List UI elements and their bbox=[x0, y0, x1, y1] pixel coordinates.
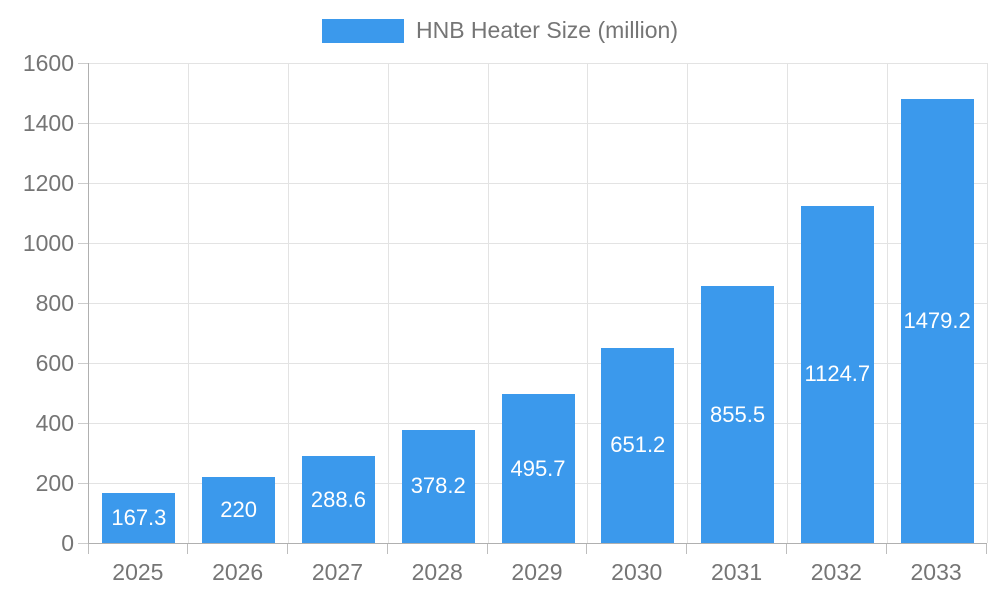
gridline-vertical bbox=[288, 63, 290, 543]
x-axis-label: 2032 bbox=[810, 559, 862, 585]
bar-value-label: 1124.7 bbox=[804, 361, 871, 387]
y-axis-label: 1200 bbox=[22, 170, 74, 196]
gridline-horizontal bbox=[89, 182, 987, 184]
y-axis-label: 1600 bbox=[22, 50, 74, 76]
plot-area: 167.3 220 288.6 378.2 495.7 651.2 855.5 1124.7 1… bbox=[88, 62, 988, 544]
gridline-vertical bbox=[387, 63, 389, 543]
bar-value-label: 1479.2 bbox=[903, 308, 971, 334]
bar-2026: 220 bbox=[202, 477, 276, 543]
y-axis-label: 200 bbox=[35, 470, 74, 496]
gridline-vertical bbox=[487, 63, 489, 543]
legend-swatch bbox=[321, 18, 404, 43]
y-axis-label: 0 bbox=[61, 530, 74, 556]
bar-2028: 378.2 bbox=[401, 429, 475, 543]
x-axis-tick bbox=[686, 544, 688, 554]
y-axis-tick bbox=[78, 242, 88, 244]
gridline-vertical bbox=[786, 63, 788, 543]
x-axis-tick bbox=[386, 544, 388, 554]
bar-2032: 1124.7 bbox=[800, 205, 874, 543]
gridline-vertical bbox=[687, 63, 689, 543]
x-axis-label: 2033 bbox=[910, 559, 962, 585]
y-axis-label: 800 bbox=[35, 290, 74, 316]
gridline-horizontal bbox=[89, 362, 987, 364]
gridline-vertical bbox=[188, 63, 190, 543]
x-axis-label: 2030 bbox=[611, 559, 663, 585]
legend-label: HNB Heater Size (million) bbox=[415, 17, 678, 43]
x-axis-tick bbox=[586, 544, 588, 554]
x-axis-label: 2026 bbox=[212, 559, 264, 585]
x-axis-tick bbox=[985, 544, 987, 554]
bar-2029: 495.7 bbox=[501, 394, 575, 543]
bar-value-label: 167.3 bbox=[111, 504, 167, 530]
gridline-horizontal bbox=[89, 242, 987, 244]
y-axis-tick bbox=[78, 302, 88, 304]
bar-2027: 288.6 bbox=[301, 456, 375, 543]
x-axis-label: 2029 bbox=[511, 559, 563, 585]
bar-2031: 855.5 bbox=[701, 286, 775, 543]
legend: HNB Heater Size (million) bbox=[0, 17, 1000, 44]
x-axis-tick bbox=[287, 544, 289, 554]
y-axis-label: 1400 bbox=[22, 110, 74, 136]
bar-2033: 1479.2 bbox=[900, 99, 974, 543]
y-axis-tick bbox=[78, 122, 88, 124]
bar-value-label: 495.7 bbox=[510, 455, 566, 481]
gridline-horizontal bbox=[89, 302, 987, 304]
y-axis-tick bbox=[78, 182, 88, 184]
x-axis-label: 2031 bbox=[710, 559, 763, 585]
y-axis-tick bbox=[78, 422, 88, 424]
gridline-vertical bbox=[986, 63, 988, 543]
y-axis-label: 600 bbox=[35, 350, 74, 376]
x-axis-label: 2028 bbox=[411, 559, 463, 585]
x-axis-tick bbox=[486, 544, 488, 554]
x-axis-tick bbox=[87, 544, 89, 554]
y-axis-label: 400 bbox=[35, 410, 74, 436]
x-axis-tick bbox=[785, 544, 787, 554]
bar-2025: 167.3 bbox=[102, 492, 176, 543]
gridline-vertical bbox=[886, 63, 888, 543]
y-axis-tick bbox=[78, 482, 88, 484]
bar-value-label: 378.2 bbox=[410, 473, 466, 499]
x-axis-label: 2027 bbox=[311, 559, 364, 585]
y-axis-tick bbox=[78, 362, 88, 364]
x-axis-label: 2025 bbox=[112, 559, 164, 585]
bar-value-label: 651.2 bbox=[610, 432, 666, 458]
y-axis-tick bbox=[78, 62, 88, 64]
x-axis-tick bbox=[885, 544, 887, 554]
gridline-vertical bbox=[587, 63, 589, 543]
y-axis-tick bbox=[78, 542, 88, 544]
bar-value-label: 288.6 bbox=[310, 486, 366, 512]
gridline-horizontal bbox=[89, 122, 987, 124]
y-axis-label: 1000 bbox=[22, 230, 74, 256]
bar-value-label: 220 bbox=[220, 497, 258, 522]
gridline-horizontal bbox=[89, 62, 987, 64]
bar-value-label: 855.5 bbox=[710, 401, 766, 427]
x-axis-tick bbox=[187, 544, 189, 554]
bar-2030: 651.2 bbox=[601, 347, 675, 543]
